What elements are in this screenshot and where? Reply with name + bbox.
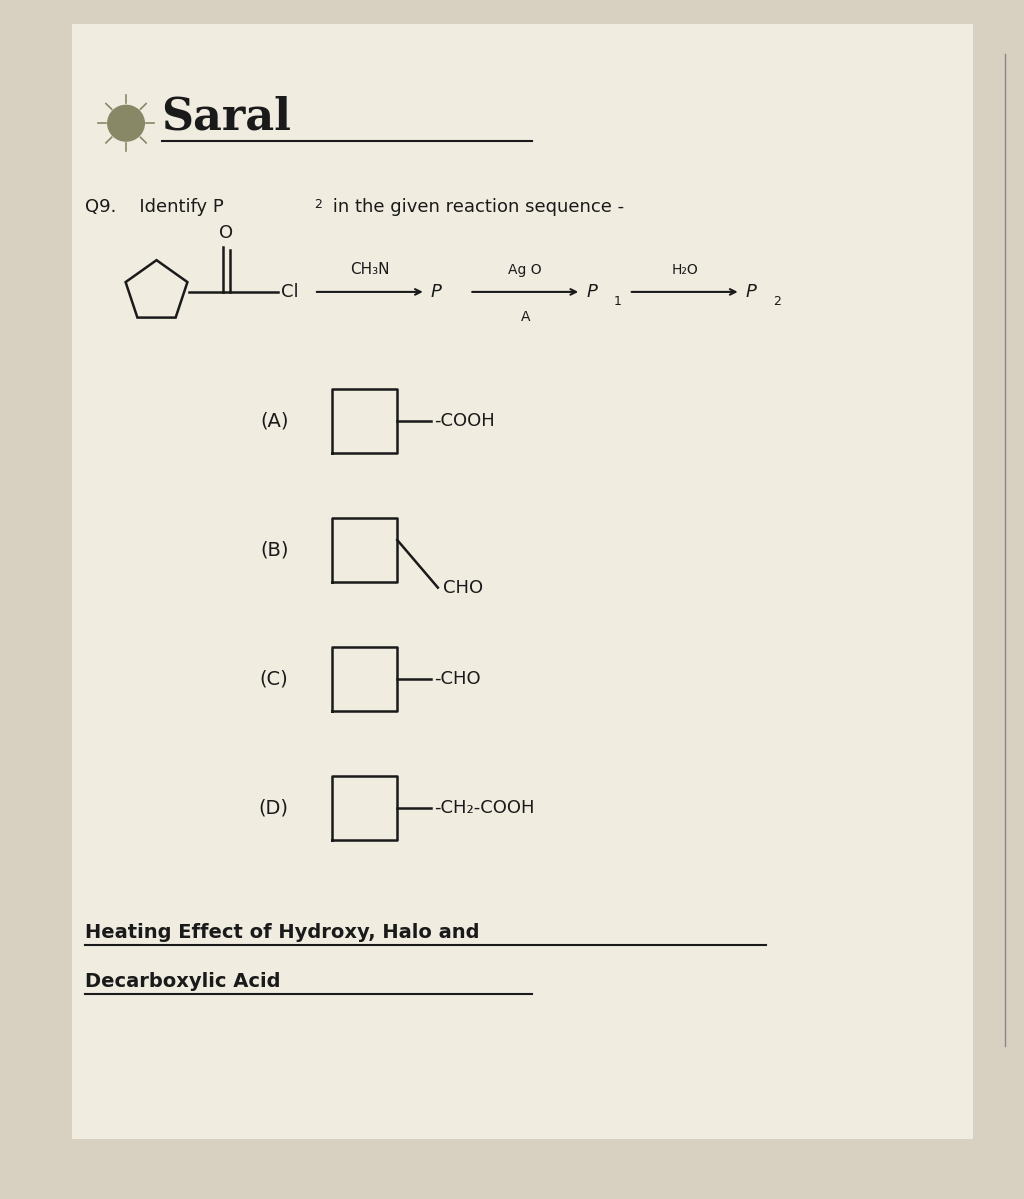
Text: (D): (D) bbox=[258, 799, 289, 818]
Text: P: P bbox=[745, 283, 757, 301]
Text: -CH₂-COOH: -CH₂-COOH bbox=[434, 799, 535, 817]
Text: P: P bbox=[586, 283, 597, 301]
Text: -CHO: -CHO bbox=[434, 670, 480, 688]
Text: Cl: Cl bbox=[282, 283, 299, 301]
Text: -COOH: -COOH bbox=[434, 412, 495, 430]
Text: (B): (B) bbox=[260, 541, 289, 560]
Text: Q9.    Identify P: Q9. Identify P bbox=[85, 198, 224, 216]
Text: 1: 1 bbox=[613, 295, 622, 308]
Text: (C): (C) bbox=[260, 669, 289, 688]
Text: Heating Effect of Hydroxy, Halo and: Heating Effect of Hydroxy, Halo and bbox=[85, 923, 480, 942]
Text: Decarboxylic Acid: Decarboxylic Acid bbox=[85, 972, 281, 992]
Text: A: A bbox=[520, 309, 530, 324]
Text: H₂O: H₂O bbox=[672, 263, 698, 277]
Text: Saral: Saral bbox=[162, 95, 292, 138]
Circle shape bbox=[108, 106, 144, 141]
Text: 2: 2 bbox=[773, 295, 781, 308]
Text: in the given reaction sequence -: in the given reaction sequence - bbox=[327, 198, 625, 216]
Text: (A): (A) bbox=[260, 411, 289, 430]
Text: Ag O: Ag O bbox=[508, 263, 542, 277]
Text: CHO: CHO bbox=[443, 579, 483, 597]
Text: 2: 2 bbox=[314, 198, 322, 211]
Text: P: P bbox=[431, 283, 441, 301]
Text: O: O bbox=[219, 224, 233, 242]
Text: CH₃N: CH₃N bbox=[350, 263, 389, 277]
